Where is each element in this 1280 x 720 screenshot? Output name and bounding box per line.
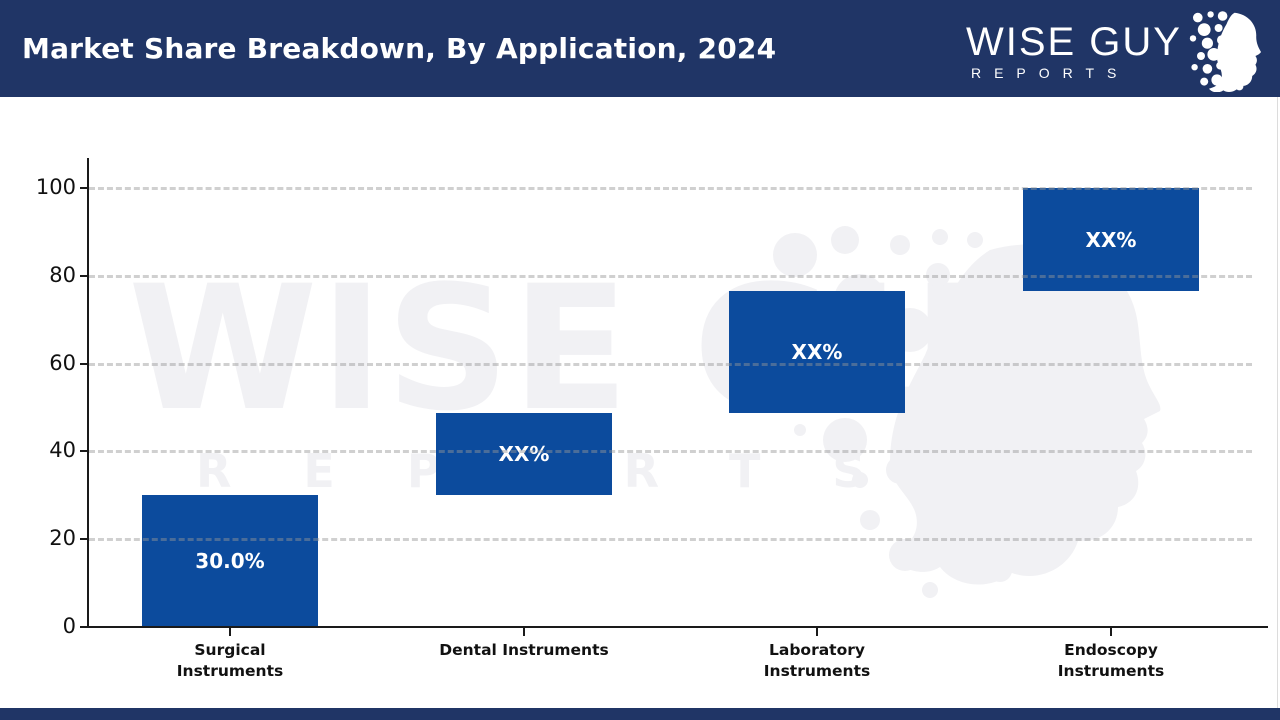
x-tick-label: Endoscopy Instruments	[1001, 640, 1221, 682]
bar-segment: XX%	[729, 291, 905, 413]
logo-dotted-head-icon	[1189, 11, 1261, 92]
logo-wise-guy-label: WISE GUY	[965, 19, 1182, 64]
x-tick-label-line: Instruments	[176, 662, 284, 680]
x-tick-mark	[1110, 628, 1112, 636]
y-tick-label: 0	[62, 614, 76, 638]
gridline	[89, 187, 1252, 190]
bar-segment: XX%	[436, 412, 612, 496]
gridline	[89, 362, 1252, 366]
y-tick-mark	[80, 274, 87, 277]
footer-bar	[0, 708, 1280, 720]
bar-segment: 30.0%	[142, 495, 318, 627]
x-tick-label-line: Instruments	[1057, 662, 1165, 680]
y-tick-mark	[80, 626, 87, 628]
y-tick-label: 60	[49, 350, 76, 375]
x-tick-label-line: Endoscopy	[1064, 641, 1158, 659]
y-tick-label: 80	[49, 262, 76, 287]
chart-title: Market Share Breakdown, By Application, …	[22, 32, 777, 65]
x-tick-label-line: Laboratory	[769, 641, 865, 659]
x-tick-label-line: Surgical	[194, 641, 266, 659]
y-axis-line	[87, 158, 89, 628]
bar-value-label: XX%	[1085, 227, 1137, 252]
x-tick-mark	[523, 628, 525, 636]
y-tick-label: 100	[35, 175, 76, 199]
x-tick-label: Laboratory Instruments	[707, 640, 927, 682]
logo-reports-label: REPORTS	[970, 64, 1130, 81]
y-tick-mark	[80, 450, 87, 453]
y-tick-label: 20	[49, 526, 76, 551]
wise-guy-reports-logo: WISE GUY REPORTS	[966, 8, 1266, 92]
x-tick-mark	[229, 628, 231, 636]
y-tick-mark	[80, 187, 87, 189]
gridline	[89, 450, 1252, 454]
x-tick-label-line: Dental Instruments	[439, 641, 609, 659]
x-axis-line	[87, 626, 1268, 628]
y-tick-label: 40	[49, 438, 76, 463]
bar-value-label: 30.0%	[195, 549, 265, 574]
header-bar: Market Share Breakdown, By Application, …	[0, 0, 1280, 97]
x-tick-label-line: Instruments	[763, 662, 871, 680]
plot-right-border	[1277, 97, 1278, 709]
bar-value-label: XX%	[791, 339, 843, 364]
bar-value-label: XX%	[498, 442, 550, 467]
gridline	[89, 538, 1252, 542]
gridline	[89, 274, 1252, 278]
bar-segment: XX%	[1023, 188, 1199, 292]
y-tick-mark	[80, 362, 87, 365]
x-tick-label: Dental Instruments	[414, 640, 634, 661]
x-tick-label: Surgical Instruments	[120, 640, 340, 682]
y-tick-mark	[80, 538, 87, 541]
x-tick-mark	[816, 628, 818, 636]
logo-text: WISE GUY REPORTS	[966, 20, 1182, 81]
